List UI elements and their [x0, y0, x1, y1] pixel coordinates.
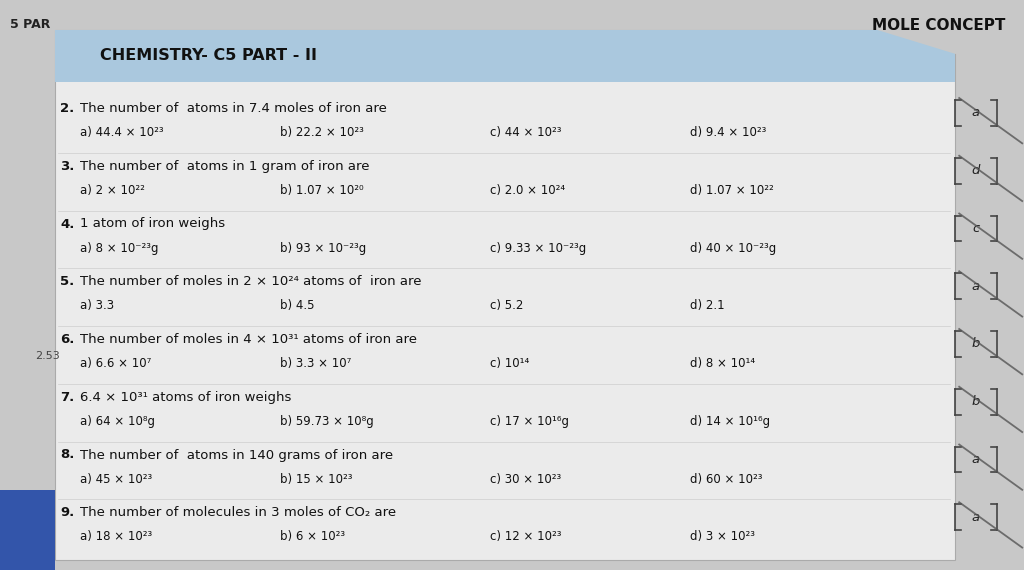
Text: a) 8 × 10⁻²³g: a) 8 × 10⁻²³g: [80, 242, 159, 255]
Text: a) 2 × 10²²: a) 2 × 10²²: [80, 184, 144, 197]
Text: CHEMISTRY- C5 PART - II: CHEMISTRY- C5 PART - II: [100, 48, 317, 63]
Text: b: b: [972, 337, 980, 351]
Text: d) 8 × 10¹⁴: d) 8 × 10¹⁴: [690, 357, 755, 370]
Text: 5.: 5.: [60, 275, 75, 288]
Text: d) 60 × 10²³: d) 60 × 10²³: [690, 473, 763, 486]
Text: b) 1.07 × 10²⁰: b) 1.07 × 10²⁰: [280, 184, 364, 197]
Text: a: a: [972, 453, 980, 466]
Text: 9.: 9.: [60, 506, 75, 519]
Text: a: a: [972, 511, 980, 524]
Text: a) 6.6 × 10⁷: a) 6.6 × 10⁷: [80, 357, 152, 370]
Text: b) 59.73 × 10⁸g: b) 59.73 × 10⁸g: [280, 415, 374, 428]
Text: d) 3 × 10²³: d) 3 × 10²³: [690, 530, 755, 543]
Text: c) 30 × 10²³: c) 30 × 10²³: [490, 473, 561, 486]
Text: The number of molecules in 3 moles of CO₂ are: The number of molecules in 3 moles of CO…: [80, 506, 396, 519]
Text: a) 45 × 10²³: a) 45 × 10²³: [80, 473, 153, 486]
Text: b) 93 × 10⁻²³g: b) 93 × 10⁻²³g: [280, 242, 367, 255]
Text: c) 12 × 10²³: c) 12 × 10²³: [490, 530, 561, 543]
Text: 5 PAR: 5 PAR: [10, 18, 50, 31]
Polygon shape: [780, 0, 1024, 75]
Text: d) 14 × 10¹⁶g: d) 14 × 10¹⁶g: [690, 415, 770, 428]
Text: a: a: [972, 107, 980, 120]
Bar: [0, 490, 55, 570]
Text: a) 44.4 × 10²³: a) 44.4 × 10²³: [80, 126, 164, 139]
Text: a: a: [972, 280, 980, 293]
Text: The number of moles in 4 × 10³¹ atoms of iron are: The number of moles in 4 × 10³¹ atoms of…: [80, 333, 417, 346]
Text: d) 1.07 × 10²²: d) 1.07 × 10²²: [690, 184, 774, 197]
Text: d: d: [972, 164, 980, 177]
Text: 6.4 × 10³¹ atoms of iron weighs: 6.4 × 10³¹ atoms of iron weighs: [80, 391, 292, 404]
Text: 6.: 6.: [60, 333, 75, 346]
Text: c) 44 × 10²³: c) 44 × 10²³: [490, 126, 561, 139]
Text: d) 9.4 × 10²³: d) 9.4 × 10²³: [690, 126, 766, 139]
Text: b) 3.3 × 10⁷: b) 3.3 × 10⁷: [280, 357, 351, 370]
Text: c) 17 × 10¹⁶g: c) 17 × 10¹⁶g: [490, 415, 569, 428]
Bar: [55, 30, 955, 82]
Text: 4.: 4.: [60, 218, 75, 230]
Text: MOLE CONCEPT: MOLE CONCEPT: [871, 18, 1005, 33]
Text: b) 4.5: b) 4.5: [280, 299, 314, 312]
Text: 2.53: 2.53: [35, 351, 59, 361]
Text: b: b: [972, 395, 980, 408]
Text: c) 2.0 × 10²⁴: c) 2.0 × 10²⁴: [490, 184, 565, 197]
Bar: [55, 30, 955, 560]
Text: 7.: 7.: [60, 391, 75, 404]
Text: c) 9.33 × 10⁻²³g: c) 9.33 × 10⁻²³g: [490, 242, 587, 255]
Text: a) 18 × 10²³: a) 18 × 10²³: [80, 530, 153, 543]
Text: 3.: 3.: [60, 160, 75, 173]
Text: The number of moles in 2 × 10²⁴ atoms of  iron are: The number of moles in 2 × 10²⁴ atoms of…: [80, 275, 422, 288]
Text: b) 15 × 10²³: b) 15 × 10²³: [280, 473, 352, 486]
Text: 1 atom of iron weighs: 1 atom of iron weighs: [80, 218, 225, 230]
Text: c) 5.2: c) 5.2: [490, 299, 523, 312]
Text: d) 2.1: d) 2.1: [690, 299, 725, 312]
Text: b) 6 × 10²³: b) 6 × 10²³: [280, 530, 345, 543]
Text: The number of  atoms in 140 grams of iron are: The number of atoms in 140 grams of iron…: [80, 449, 393, 462]
Text: 2.: 2.: [60, 102, 75, 115]
Text: a) 64 × 10⁸g: a) 64 × 10⁸g: [80, 415, 155, 428]
Text: c: c: [973, 222, 980, 235]
Text: a) 3.3: a) 3.3: [80, 299, 114, 312]
Text: 8.: 8.: [60, 449, 75, 462]
Text: d) 40 × 10⁻²³g: d) 40 × 10⁻²³g: [690, 242, 776, 255]
Text: The number of  atoms in 7.4 moles of iron are: The number of atoms in 7.4 moles of iron…: [80, 102, 387, 115]
Text: The number of  atoms in 1 gram of iron are: The number of atoms in 1 gram of iron ar…: [80, 160, 370, 173]
Text: b) 22.2 × 10²³: b) 22.2 × 10²³: [280, 126, 364, 139]
Text: c) 10¹⁴: c) 10¹⁴: [490, 357, 529, 370]
